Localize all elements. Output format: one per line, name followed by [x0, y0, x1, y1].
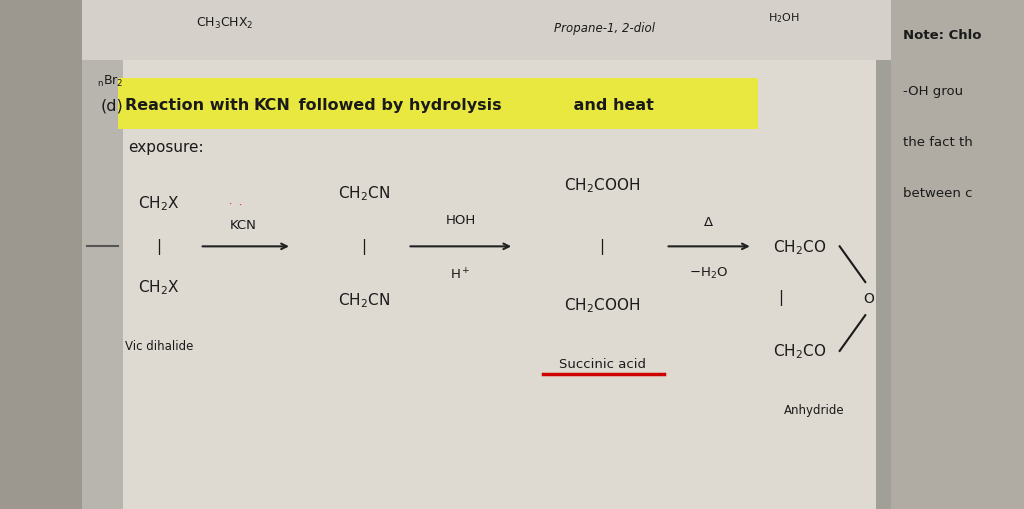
Text: $-\mathregular{H_2O}$: $-\mathregular{H_2O}$: [689, 266, 728, 281]
Text: Δ: Δ: [705, 216, 713, 229]
Text: $\mathregular{CH_2CN}$: $\mathregular{CH_2CN}$: [338, 291, 389, 309]
Text: $\mathregular{H_2OH}$: $\mathregular{H_2OH}$: [768, 11, 800, 25]
Text: Reaction with: Reaction with: [125, 98, 255, 113]
Text: $\mathregular{CH_2CO}$: $\mathregular{CH_2CO}$: [773, 238, 826, 256]
Bar: [891, 0, 1024, 509]
Text: KCN: KCN: [229, 219, 256, 232]
Text: between c: between c: [903, 187, 973, 200]
Text: H$^+$: H$^+$: [451, 267, 471, 282]
Text: -OH grou: -OH grou: [903, 85, 964, 98]
Text: Note: Chlo: Note: Chlo: [903, 29, 982, 42]
Text: followed by hydrolysis: followed by hydrolysis: [293, 98, 502, 113]
Bar: [82, 0, 891, 61]
Text: $\mathregular{CH_2CO}$: $\mathregular{CH_2CO}$: [773, 342, 826, 360]
Bar: [82, 0, 123, 509]
Text: $\mathregular{_nBr_2}$: $\mathregular{_nBr_2}$: [97, 74, 124, 89]
Text: |: |: [360, 239, 367, 255]
Text: $\mathregular{CH_2COOH}$: $\mathregular{CH_2COOH}$: [564, 177, 640, 195]
Text: Vic dihalide: Vic dihalide: [125, 340, 193, 353]
Text: (d): (d): [100, 98, 123, 113]
Text: $\mathregular{CH_2X}$: $\mathregular{CH_2X}$: [138, 194, 179, 213]
Text: $\mathregular{CH_2X}$: $\mathregular{CH_2X}$: [138, 278, 179, 297]
Text: $\mathregular{CH_2CN}$: $\mathregular{CH_2CN}$: [338, 184, 389, 203]
Text: KCN: KCN: [254, 98, 291, 113]
Text: HOH: HOH: [445, 214, 476, 227]
Text: exposure:: exposure:: [128, 140, 204, 155]
Text: and heat: and heat: [568, 98, 654, 113]
Text: Anhydride: Anhydride: [783, 403, 845, 416]
Bar: [876, 0, 891, 509]
Text: the fact th: the fact th: [903, 136, 973, 149]
Text: $\mathregular{CH_3CHX_{2}}$: $\mathregular{CH_3CHX_{2}}$: [197, 15, 254, 31]
Text: Succinic acid: Succinic acid: [559, 357, 645, 371]
Text: |: |: [156, 239, 162, 255]
Text: |: |: [599, 239, 605, 255]
Text: Propane-1, 2-diol: Propane-1, 2-diol: [554, 21, 654, 35]
Text: $\mathregular{CH_2COOH}$: $\mathregular{CH_2COOH}$: [564, 296, 640, 315]
Text: O: O: [863, 292, 873, 306]
Bar: [0, 0, 82, 509]
Text: |: |: [778, 290, 783, 306]
Bar: [118, 79, 758, 130]
